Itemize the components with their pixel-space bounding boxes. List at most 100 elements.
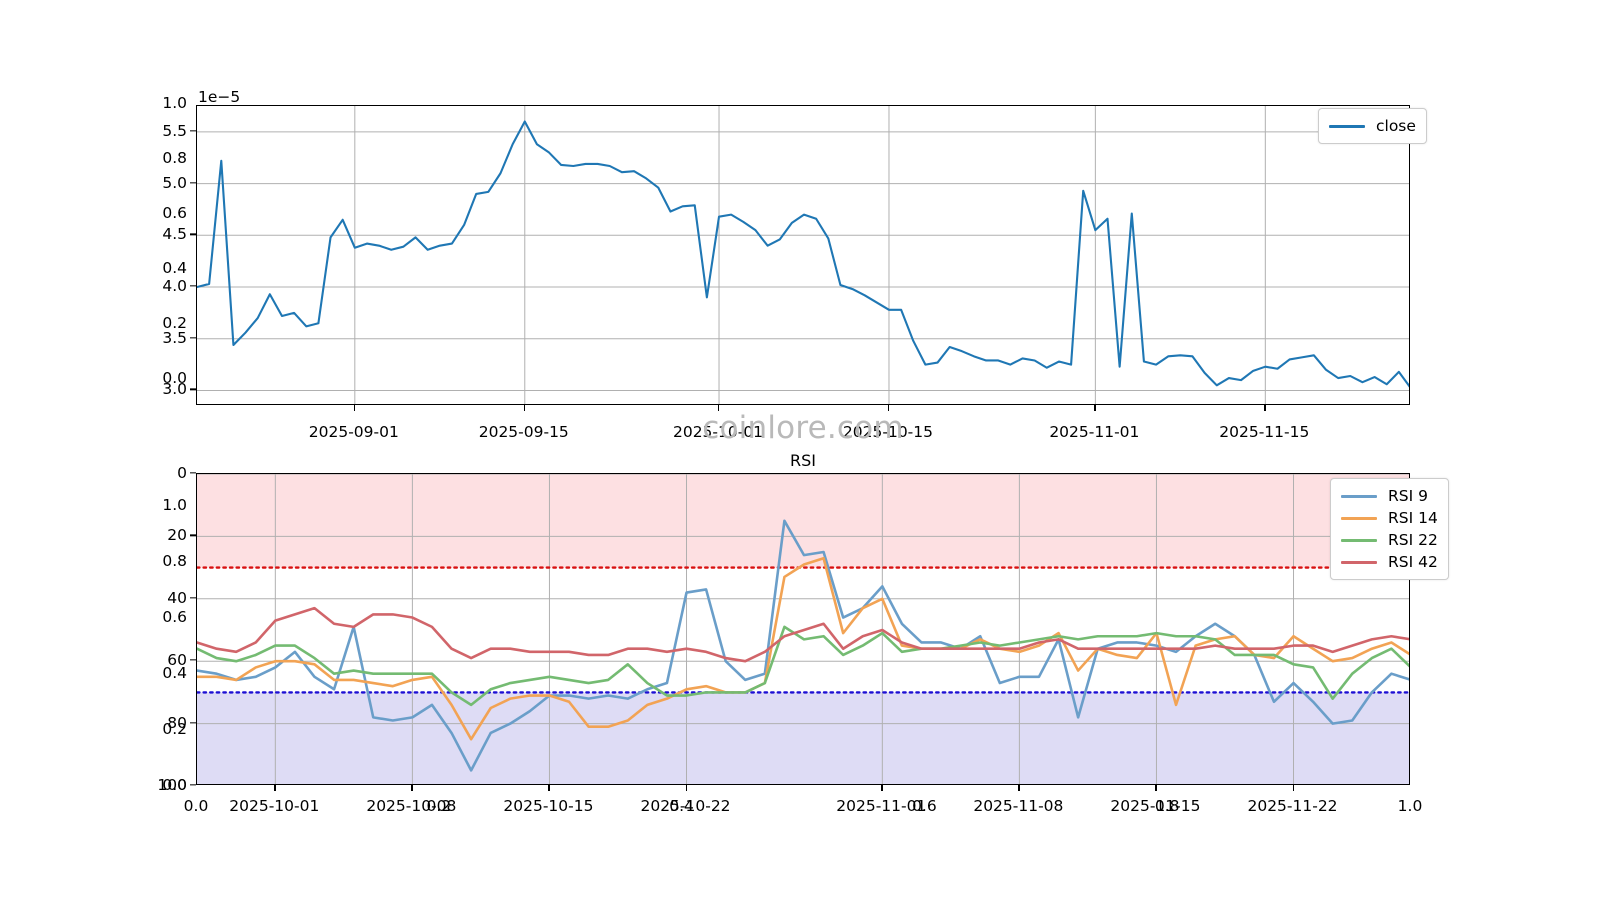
rsi-x-tick-mark [1292, 785, 1294, 791]
rsi-x-tick-label: 2025-10-15 [503, 797, 594, 815]
rsi-y-tick-label: 20 [167, 526, 187, 545]
rsi-x-tick-label: 2025-11-01 [836, 797, 927, 815]
price-y-tick-label-normalized: 0.6 [162, 204, 187, 222]
price-y-tick-label-normalized: 0.8 [162, 149, 187, 167]
rsi-svg [197, 474, 1409, 784]
rsi-y-tick-mark [190, 472, 196, 474]
price-y-tick-label-normalized: 0.0 [162, 369, 187, 387]
coinlore-watermark: coinlore.com [702, 410, 904, 446]
rsi-x-tick-label: 2025-10-08 [366, 797, 457, 815]
rsi-x-tick-label: 2025-11-22 [1247, 797, 1338, 815]
price-svg [197, 106, 1409, 404]
rsi-y-tick-label-normalized: 0.6 [162, 608, 187, 626]
rsi-y-tick-label: 0 [177, 464, 187, 482]
rsi-gridlines [197, 474, 1409, 784]
rsi-y-tick-label: 100 [157, 776, 187, 794]
price-y-tick-label-normalized: 0.2 [162, 314, 187, 332]
rsi-chart-panel: 100 80 60 40 20 0 1.0 0.8 0.6 0.4 0.2 0.0 2025-10-0… [0, 460, 1600, 900]
rsi-x-tick-label-normalized: 0.2 [426, 797, 452, 815]
rsi-x-tick-mark [881, 785, 883, 791]
price-y-tick-label: 3.5 [162, 328, 187, 347]
price-y-tick-mark [190, 285, 196, 287]
rsi-x-tick-mark [685, 785, 687, 791]
rsi-x-tick-label: 2025-10-22 [640, 797, 731, 815]
price-x-tick-label: 2025-10-15 [842, 423, 934, 441]
y-axis-offset-label: 1e−5 [198, 88, 241, 106]
legend-item-label: RSI 22 [1388, 531, 1438, 549]
rsi-x-tick-mark [548, 785, 550, 791]
price-x-tick-mark [887, 405, 890, 411]
close-price-line [197, 120, 1409, 388]
price-x-tick-mark [353, 405, 356, 411]
price-plot-area [196, 105, 1410, 405]
rsi-y-tick-mark [190, 784, 196, 786]
price-x-tick-label: 2025-11-15 [1219, 423, 1310, 441]
rsi-y-tick-label-normalized: 0.0 [162, 776, 187, 794]
rsi-x-tick-mark [1155, 785, 1157, 791]
rsi-x-tick-label: 2025-10-01 [229, 797, 320, 815]
price-y-tick-label: 5.0 [162, 173, 187, 192]
legend-swatch-icon [1341, 516, 1377, 520]
rsi-y-tick-mark [190, 597, 196, 599]
legend-item-rsi-42[interactable]: RSI 42 [1341, 551, 1438, 573]
rsi-y-tick-label-normalized: 0.2 [162, 720, 187, 738]
legend-item-rsi-22[interactable]: RSI 22 [1341, 529, 1438, 551]
rsi-x-tick-mark [1018, 785, 1020, 791]
price-x-tick-mark [1264, 405, 1266, 411]
price-y-tick-label: 4.5 [162, 225, 187, 244]
rsi-x-tick-label-normalized: 0.0 [183, 797, 209, 815]
rsi-x-tick-label-normalized: 0.4 [669, 797, 694, 815]
legend-item-close[interactable]: close [1329, 115, 1416, 137]
price-y-tick-label-normalized: 1.0 [162, 94, 187, 112]
price-y-tick-mark [190, 181, 196, 184]
rsi-x-tick-label: 2025-11-08 [973, 797, 1064, 815]
price-legend[interactable]: close [1318, 108, 1427, 144]
price-y-tick-label: 5.5 [162, 121, 187, 140]
rsi-x-tick-label-normalized: 0.6 [912, 797, 937, 815]
legend-swatch-icon [1341, 494, 1377, 498]
price-y-tick-mark [190, 388, 196, 391]
price-y-tick-mark [190, 233, 196, 235]
rsi-title: RSI [790, 451, 816, 470]
rsi-x-tick-label-normalized: 0.8 [1154, 797, 1180, 815]
price-x-tick-label: 2025-11-01 [1049, 423, 1140, 441]
price-y-tick-mark [190, 337, 196, 339]
rsi-series-lines [197, 519, 1409, 772]
legend-swatch-icon [1341, 538, 1377, 542]
rsi-plot-area [196, 473, 1410, 785]
rsi-y-tick-label: 80 [167, 713, 187, 732]
price-y-tick-label-normalized: 0.4 [162, 259, 187, 277]
legend-swatch-icon [1329, 124, 1365, 128]
legend-swatch-icon [1341, 560, 1377, 564]
rsi-x-tick-mark [274, 785, 276, 791]
price-y-tick-label: 4.0 [162, 277, 187, 296]
rsi-x-tick-label: 2025-11-15 [1110, 797, 1201, 815]
price-x-tick-label: 2025-09-01 [308, 423, 399, 441]
price-x-tick-label: 2025-10-01 [672, 423, 764, 441]
rsi-y-tick-mark [190, 534, 196, 537]
rsi-y-tick-label: 60 [167, 651, 187, 670]
price-y-tick-label: 3.0 [162, 380, 187, 399]
legend-item-rsi-14[interactable]: RSI 14 [1341, 507, 1438, 529]
price-x-tick-mark [1094, 405, 1096, 411]
legend-item-label: RSI 9 [1388, 487, 1428, 505]
rsi-y-tick-mark [190, 721, 196, 724]
rsi-y-tick-label-normalized: 0.4 [162, 664, 187, 682]
price-x-tick-label: 2025-09-15 [478, 423, 569, 441]
price-y-tick-mark [190, 130, 196, 132]
rsi-threshold-lines [197, 566, 1409, 694]
price-chart-panel: 1e−5 5.5 5.0 4.5 4.0 3.5 3.0 1.0 0.8 0.6 0.4 0.2 0.… [162, 88, 1427, 441]
price-x-tick-mark [718, 405, 720, 411]
legend-item-label: RSI 14 [1388, 509, 1438, 527]
rsi-x-tick-mark [411, 785, 413, 791]
rsi-x-tick-label-normalized: 1.0 [1397, 797, 1423, 815]
rsi-legend[interactable]: RSI 9 RSI 14 RSI 22 RSI 42 [1330, 478, 1449, 580]
rsi-y-tick-label-normalized: 0.8 [162, 552, 187, 570]
legend-item-rsi-9[interactable]: RSI 9 [1341, 485, 1438, 507]
rsi-y-tick-mark [190, 659, 196, 661]
rsi-y-tick-label: 40 [167, 588, 187, 607]
price-x-tick-mark [523, 405, 526, 411]
legend-item-label: RSI 42 [1388, 553, 1438, 571]
legend-item-label: close [1376, 117, 1416, 135]
